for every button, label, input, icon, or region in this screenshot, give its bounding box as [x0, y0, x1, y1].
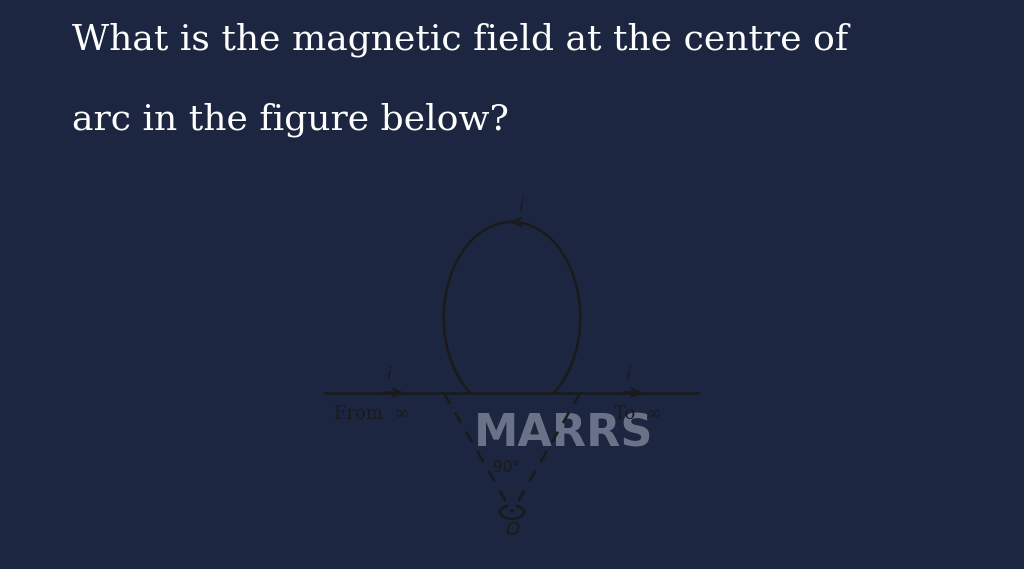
Text: MARRS: MARRS: [473, 412, 653, 455]
Text: i: i: [519, 197, 524, 215]
Text: i: i: [626, 366, 631, 384]
Text: What is the magnetic field at the centre of: What is the magnetic field at the centre…: [72, 23, 848, 57]
Text: i: i: [387, 366, 391, 384]
Text: From  ∞: From ∞: [335, 405, 410, 423]
Text: To  ∞: To ∞: [614, 405, 663, 423]
Text: O: O: [505, 521, 519, 539]
Text: 90°: 90°: [494, 460, 520, 475]
Text: arc in the figure below?: arc in the figure below?: [72, 102, 509, 137]
